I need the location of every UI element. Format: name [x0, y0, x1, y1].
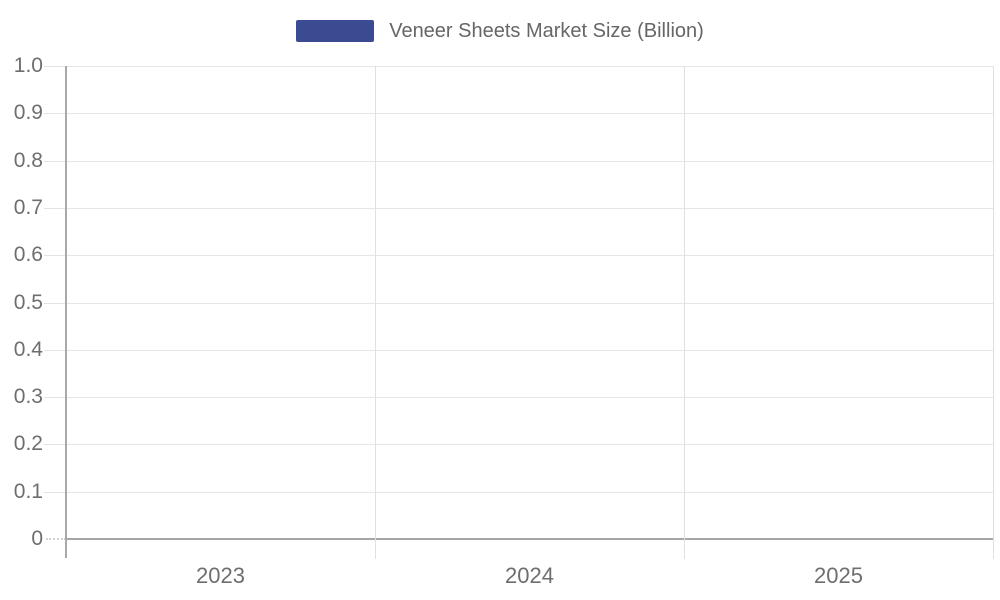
y-axis-tick	[44, 491, 66, 493]
y-axis-tick	[44, 302, 66, 304]
y-axis-label: 0.8	[13, 148, 43, 172]
y-axis-tick	[46, 538, 66, 540]
y-gridline	[66, 113, 993, 115]
x-gridline	[684, 66, 685, 559]
legend-swatch-icon	[296, 20, 375, 42]
y-axis-tick	[44, 66, 66, 67]
y-axis-label: 0.4	[13, 337, 43, 361]
y-axis-line	[65, 66, 67, 558]
y-gridline	[66, 444, 993, 446]
y-axis-label: 0.5	[13, 290, 43, 314]
y-gridline	[66, 160, 993, 162]
y-axis-label: 0.3	[13, 385, 43, 409]
y-axis-tick	[44, 160, 66, 162]
y-axis-label: 0.9	[13, 101, 43, 125]
x-axis-label: 2024	[505, 563, 554, 588]
y-axis-label: 0.7	[13, 195, 43, 219]
y-axis-label: 0.6	[13, 243, 43, 267]
y-axis-tick	[44, 349, 66, 351]
y-gridline	[66, 66, 993, 67]
y-gridline	[66, 302, 993, 304]
y-axis-tick	[44, 113, 66, 115]
y-axis-tick	[44, 207, 66, 209]
y-axis-tick	[44, 444, 66, 446]
legend-item[interactable]: Veneer Sheets Market Size (Billion)	[296, 18, 704, 44]
y-gridline	[66, 491, 993, 493]
y-gridline	[66, 207, 993, 209]
x-axis-line	[66, 538, 993, 540]
x-axis-label: 2023	[196, 563, 245, 588]
y-axis-label: 1.0	[13, 54, 43, 77]
x-gridline	[375, 66, 376, 559]
y-gridline	[66, 255, 993, 257]
x-axis-label: 2025	[814, 563, 863, 588]
y-axis-label: 0.2	[13, 432, 43, 456]
legend-label: Veneer Sheets Market Size (Billion)	[389, 20, 704, 42]
y-gridline	[66, 397, 993, 399]
y-axis-tick	[44, 255, 66, 257]
y-gridline	[66, 349, 993, 351]
y-axis-label: 0.1	[13, 479, 43, 503]
y-axis-label: 0	[31, 527, 43, 550]
x-gridline	[993, 66, 994, 559]
y-axis-tick	[44, 397, 66, 399]
legend: Veneer Sheets Market Size (Billion)	[0, 18, 1000, 44]
